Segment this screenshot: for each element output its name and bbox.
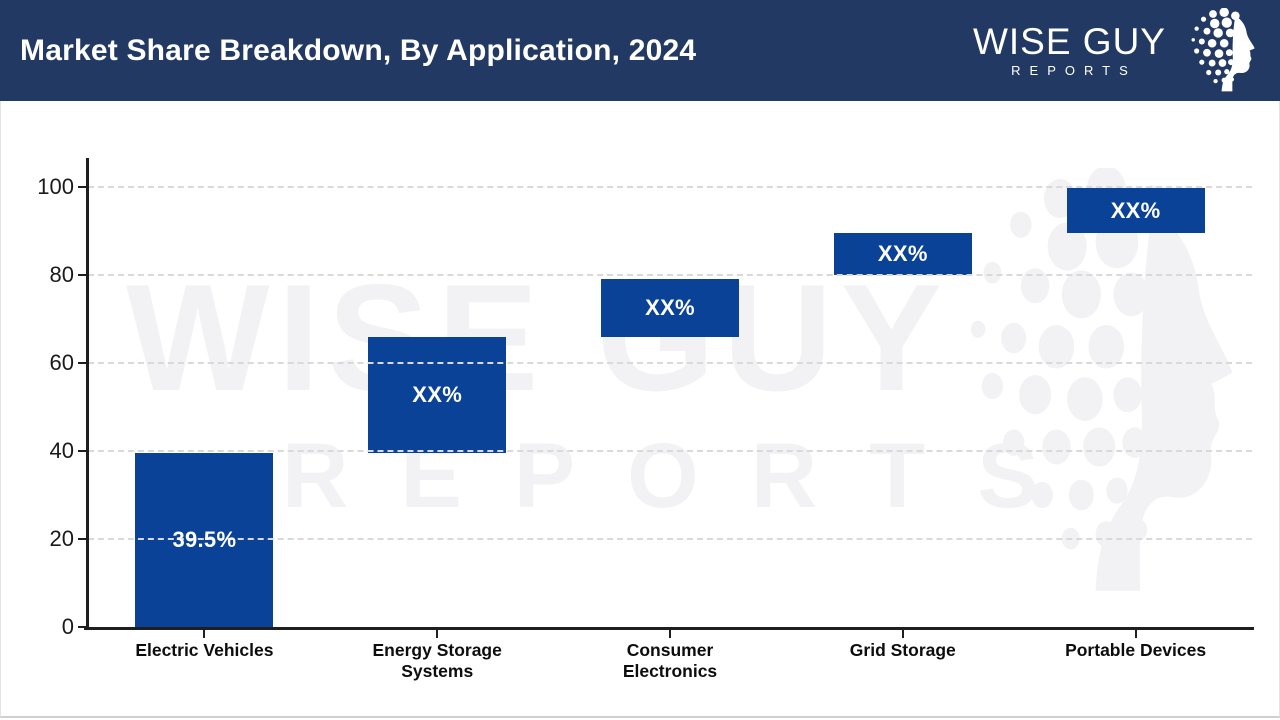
y-tick-mark bbox=[78, 186, 86, 188]
x-tick-mark bbox=[669, 630, 671, 638]
logo-head-icon bbox=[1191, 7, 1255, 91]
x-axis-label: Electric Vehicles bbox=[135, 640, 274, 660]
gridline bbox=[88, 362, 1252, 364]
logo-wordmark: WISE GUY bbox=[972, 21, 1166, 62]
y-tick-label: 100 bbox=[37, 174, 74, 199]
x-axis-label: Energy Storage Systems bbox=[372, 640, 502, 682]
bar-value-label: XX% bbox=[645, 294, 695, 320]
y-tick-label: 40 bbox=[49, 438, 74, 463]
x-tick-mark bbox=[436, 630, 439, 638]
bar-value-label: XX% bbox=[412, 381, 463, 407]
y-tick-mark bbox=[78, 274, 86, 276]
y-tick-label: 20 bbox=[49, 526, 74, 551]
y-tick-mark bbox=[78, 450, 86, 452]
gridline bbox=[88, 450, 1252, 452]
x-tick-mark bbox=[1134, 630, 1137, 638]
header: Market Share Breakdown, By Application, … bbox=[0, 0, 1280, 101]
x-tick-mark bbox=[203, 630, 206, 638]
x-axis-line bbox=[84, 627, 1254, 630]
x-tick-mark bbox=[901, 630, 904, 638]
y-tick-mark bbox=[78, 538, 86, 540]
y-tick-label: 80 bbox=[49, 262, 74, 287]
x-axis-label: Grid Storage bbox=[849, 640, 956, 660]
watermark-wordmark: WISE GUY bbox=[126, 253, 951, 423]
logo-subtext: REPORTS bbox=[1011, 63, 1137, 78]
bar-grid-storage: XX% bbox=[833, 233, 972, 275]
y-axis-line bbox=[86, 158, 89, 629]
bar-electric-vehicles: 39.5% bbox=[135, 453, 274, 627]
gridline bbox=[88, 274, 1252, 276]
bar-consumer-electronics: XX% bbox=[601, 279, 739, 337]
bar-portable-devices: XX% bbox=[1066, 188, 1205, 234]
bar-value-label: XX% bbox=[877, 241, 928, 267]
x-axis-label: Portable Devices bbox=[1065, 640, 1207, 660]
y-tick-mark bbox=[78, 362, 86, 364]
bar-value-label: 39.5% bbox=[172, 527, 237, 553]
bar-energy-storage-systems: XX% bbox=[368, 336, 507, 454]
y-tick-mark bbox=[78, 626, 86, 628]
y-tick-label: 60 bbox=[49, 350, 74, 375]
page-title: Market Share Breakdown, By Application, … bbox=[20, 33, 697, 67]
gridline bbox=[88, 186, 1252, 188]
bar-value-label: XX% bbox=[1110, 197, 1161, 223]
y-tick-label: 0 bbox=[61, 614, 74, 639]
gridline bbox=[88, 538, 1252, 540]
brand-logo: WISE GUY REPORTS bbox=[973, 7, 1258, 94]
x-axis-label: Consumer Electronics bbox=[622, 640, 718, 682]
brand-logo-text: WISE GUY REPORTS bbox=[973, 23, 1166, 78]
